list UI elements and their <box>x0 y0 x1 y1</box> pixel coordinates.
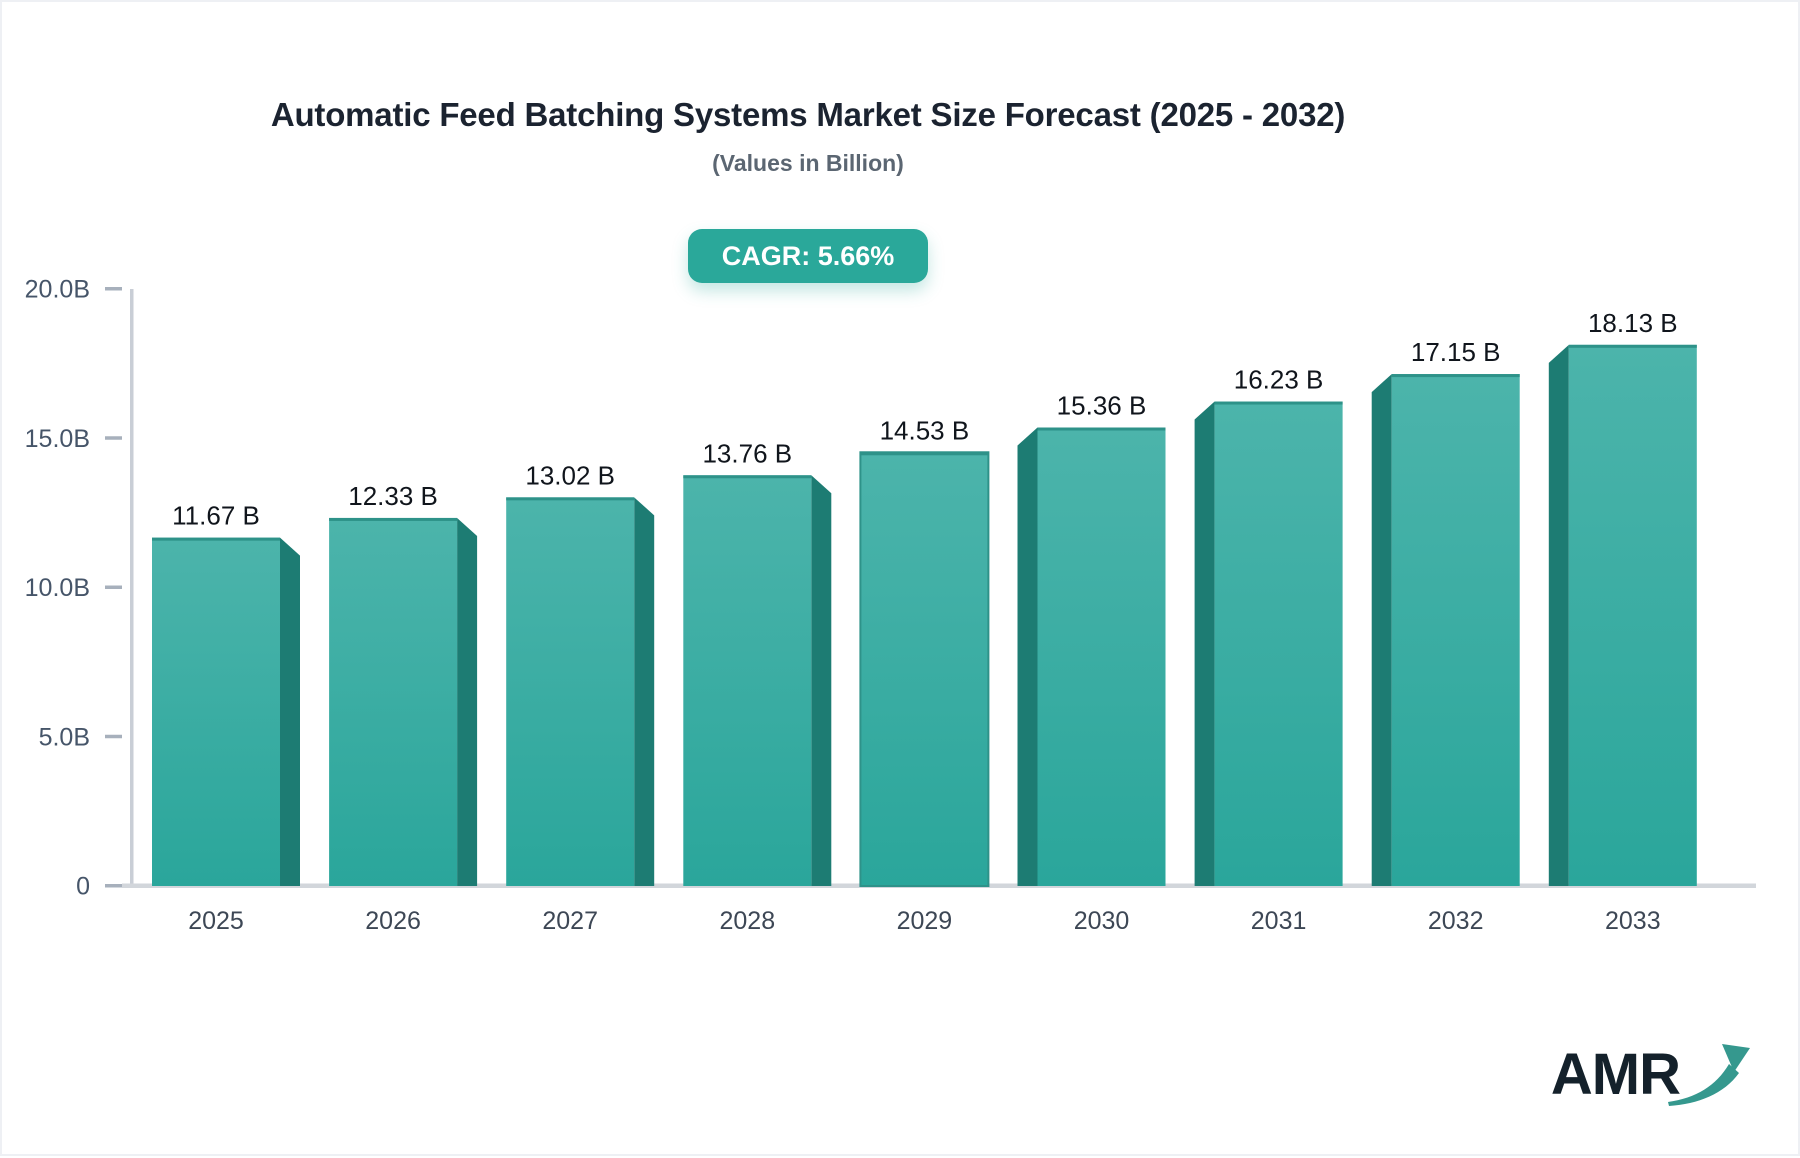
x-tick-label: 2031 <box>1251 907 1307 935</box>
y-axis-tick <box>105 884 122 888</box>
bar-side-face <box>1017 427 1038 886</box>
bar-value-label: 13.76 B <box>702 438 792 468</box>
bar-2026: 12.33 B 2026 <box>329 481 478 935</box>
y-tick-label: 20.0B <box>25 276 90 304</box>
bar-face <box>1568 344 1697 887</box>
bar-side-face <box>1548 344 1569 887</box>
bar-2027: 13.02 B 2027 <box>506 460 655 935</box>
bar-2029: 14.53 B 2029 <box>859 415 990 935</box>
bar-2033: 18.13 B 2033 <box>1548 308 1697 935</box>
bar-2025: 11.67 B 2025 <box>152 501 300 935</box>
bar-2030: 15.36 B 2030 <box>1017 391 1166 935</box>
bar-top-edge <box>860 452 989 456</box>
x-tick-label: 2032 <box>1428 907 1484 935</box>
bar-face <box>1391 374 1520 886</box>
trend-up-arrow-icon <box>1668 1044 1750 1106</box>
bar-side-face <box>811 475 832 886</box>
chart-subtitle: (Values in Billion) <box>712 150 904 176</box>
y-tick-label: 10.0B <box>25 574 90 602</box>
bar-top-edge <box>1037 427 1166 431</box>
x-tick-label: 2030 <box>1074 907 1130 935</box>
bar-top-edge <box>1391 374 1520 378</box>
bar-value-label: 16.23 B <box>1234 365 1324 395</box>
y-tick-label: 0 <box>76 873 90 901</box>
x-tick-label: 2027 <box>542 907 598 935</box>
x-tick-label: 2026 <box>365 907 421 935</box>
x-tick-label: 2033 <box>1605 907 1661 935</box>
bar-side-face <box>1371 374 1392 886</box>
bar-side-face <box>280 537 300 886</box>
bar-face <box>859 451 990 887</box>
y-axis-tick <box>105 436 122 440</box>
bar-value-label: 14.53 B <box>880 415 970 445</box>
amr-logo-text: AMR <box>1550 1042 1681 1107</box>
bar-value-label: 17.15 B <box>1411 337 1501 367</box>
cagr-badge: CAGR: 5.66% <box>688 229 928 283</box>
bar-face <box>152 537 280 886</box>
bar-top-edge <box>152 537 280 541</box>
y-axis-tick <box>105 734 122 739</box>
chart-title: Automatic Feed Batching Systems Market S… <box>270 96 1346 133</box>
bar-top-edge <box>683 475 812 479</box>
bar-2028: 13.76 B 2028 <box>683 438 832 935</box>
y-tick-label: 5.0B <box>39 723 90 751</box>
bar-value-label: 18.13 B <box>1588 308 1678 338</box>
bar-side-face <box>1194 401 1215 886</box>
bar-side-face <box>634 497 655 886</box>
bar-side-face <box>457 517 478 886</box>
bar-face <box>1037 427 1166 886</box>
bar-face <box>683 475 812 886</box>
amr-logo: AMR <box>1551 1036 1754 1114</box>
y-tick-label: 15.0B <box>25 425 90 453</box>
y-axis-line <box>130 289 134 886</box>
bar-value-label: 11.67 B <box>172 501 260 531</box>
bar-top-edge <box>1214 401 1343 405</box>
bar-value-label: 13.02 B <box>525 460 615 490</box>
bar-value-label: 12.33 B <box>348 481 438 511</box>
bar-top-edge <box>1568 344 1697 348</box>
x-tick-label: 2028 <box>719 907 775 935</box>
y-axis-tick <box>105 287 122 291</box>
y-axis-tick <box>105 585 122 589</box>
bar-face <box>329 517 458 886</box>
bar-top-edge <box>506 497 635 501</box>
bar-2032: 17.15 B 2032 <box>1371 337 1520 935</box>
bar-face <box>1214 401 1343 886</box>
x-tick-label: 2029 <box>897 907 953 935</box>
x-tick-label: 2025 <box>188 907 244 935</box>
bar-2031: 16.23 B 2031 <box>1194 365 1343 935</box>
bar-face <box>506 497 635 886</box>
bar-value-label: 15.36 B <box>1057 391 1147 421</box>
bar-top-edge <box>329 517 458 521</box>
